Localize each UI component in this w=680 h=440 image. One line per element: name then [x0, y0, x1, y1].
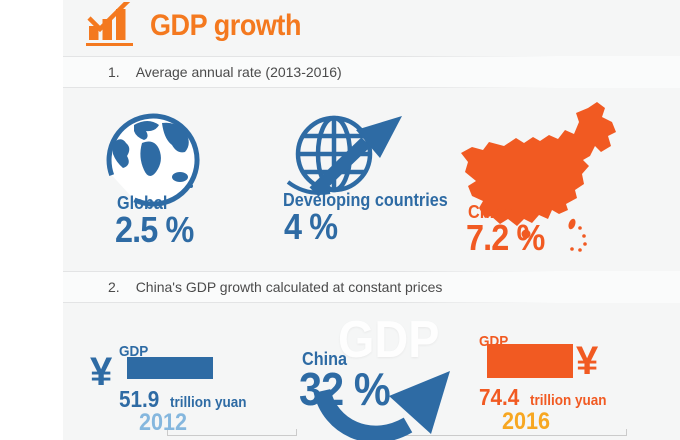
growth-value: 32 % — [299, 366, 400, 412]
yuan-icon: ¥ — [576, 339, 599, 383]
gdp-value-2016-number: 74.4 — [479, 384, 520, 410]
page-title: GDP growth — [150, 9, 318, 43]
section-1-header: 1. Average annual rate (2013-2016) — [63, 56, 680, 88]
timeline-bracket-left — [167, 429, 297, 436]
rate-value-developing-text: 4 % — [284, 206, 338, 247]
growth-value-text: 32 % — [299, 363, 391, 415]
gdp-value-2016: 74.4 trillion yuan — [479, 386, 615, 409]
growth-arrow-icon — [313, 371, 450, 440]
page-title-text: GDP growth — [150, 9, 302, 42]
growth-chart-icon — [86, 2, 133, 46]
section-2-number: 2. — [108, 279, 120, 295]
rate-label-global-text: Global — [117, 193, 168, 213]
year-2016: 2016 — [502, 410, 555, 434]
section-2-title: China's GDP growth calculated at constan… — [135, 279, 443, 295]
growth-china-label-text: China — [302, 349, 348, 369]
rate-value-china: 7.2 % — [466, 220, 553, 256]
section-2-header: 2. China's GDP growth calculated at cons… — [63, 271, 680, 303]
globe-arrow-icon — [286, 115, 402, 197]
gdp-bar-2012 — [127, 357, 213, 379]
china-map-icon — [461, 102, 616, 252]
gdp-value-2012: 51.9 trillion yuan — [119, 388, 255, 411]
gdp-watermark: GDP — [338, 314, 451, 366]
rate-label-global: Global — [117, 194, 173, 212]
gdp-value-2012-number: 51.9 — [119, 386, 160, 412]
rate-value-china-text: 7.2 % — [466, 217, 545, 258]
section-1-number: 1. — [108, 64, 120, 80]
gdp-value-2016-unit: trillion yuan — [529, 392, 607, 409]
year-2012-text: 2012 — [139, 409, 188, 436]
gdp-bar-label-2016-text: GDP — [479, 333, 509, 350]
section-1-title: Average annual rate (2013-2016) — [135, 64, 342, 80]
rate-label-developing-text: Developing countries — [283, 190, 448, 210]
gdp-bar-2016 — [487, 344, 573, 378]
globe-earth-icon — [106, 113, 200, 207]
year-2012: 2012 — [139, 411, 192, 435]
gdp-watermark-text: GDP — [338, 311, 440, 369]
growth-china-label: China — [302, 350, 352, 368]
gdp-bar-label-2016: GDP — [479, 334, 512, 349]
year-2016-text: 2016 — [502, 408, 551, 435]
gdp-bar-label-2012-text: GDP — [119, 343, 149, 360]
gdp-value-2012-unit: trillion yuan — [169, 394, 247, 411]
rate-value-global-text: 2.5 % — [115, 209, 194, 250]
rate-label-developing: Developing countries — [283, 191, 466, 209]
rate-value-developing: 4 % — [284, 209, 343, 245]
rate-label-china: China — [468, 203, 518, 221]
gdp-bar-label-2012: GDP — [119, 344, 152, 359]
yuan-icon: ¥ — [90, 350, 113, 394]
rate-label-china-text: China — [468, 202, 514, 222]
rate-value-global: 2.5 % — [115, 212, 202, 248]
